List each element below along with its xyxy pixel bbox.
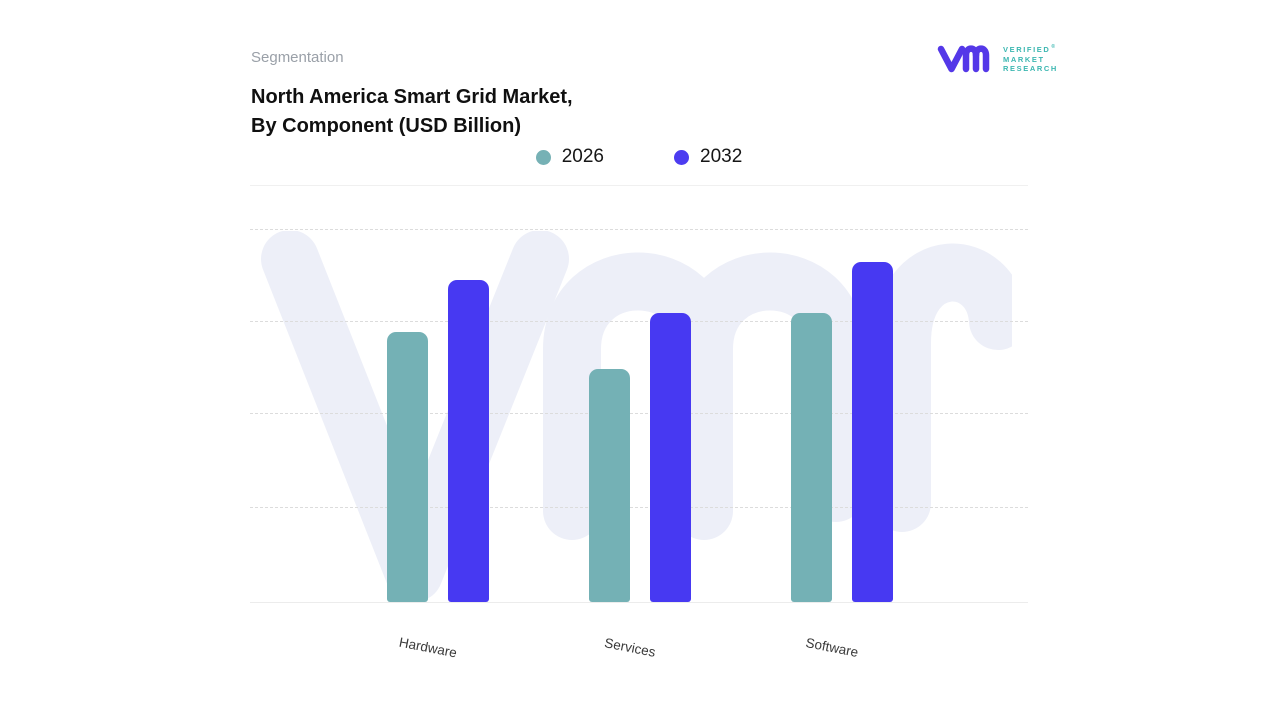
- bar-software-2032: [852, 262, 893, 602]
- logo-word-research: RESEARCH: [1003, 64, 1058, 74]
- chart-title: North America Smart Grid Market, By Comp…: [251, 83, 573, 141]
- logo-wordmark: VERIFIED® MARKET RESEARCH: [1003, 43, 1058, 74]
- chart-title-line2: By Component (USD Billion): [251, 115, 521, 137]
- gridline-3: [250, 321, 1028, 322]
- vmr-logo: VERIFIED® MARKET RESEARCH: [936, 39, 1066, 79]
- gridline-4: [250, 229, 1028, 230]
- x-label-hardware: Hardware: [397, 634, 459, 661]
- legend-item-2032[interactable]: 2032: [674, 146, 742, 168]
- chart-legend: 2026 2032: [250, 146, 1028, 168]
- segmentation-label: Segmentation: [251, 49, 344, 66]
- chart-title-line1: North America Smart Grid Market,: [251, 86, 573, 108]
- bar-software-2026: [791, 313, 832, 602]
- legend-item-2026[interactable]: 2026: [535, 146, 604, 168]
- x-label-services: Services: [603, 635, 657, 660]
- logo-word-market: MARKET: [1003, 54, 1045, 64]
- bar-services-2032: [650, 313, 691, 602]
- gridline-2: [250, 413, 1028, 414]
- bar-hardware-2026: [387, 332, 428, 602]
- vmr-watermark-icon: [261, 231, 1012, 601]
- header-separator: [250, 185, 1028, 186]
- legend-dot-2032: [674, 149, 689, 165]
- registered-mark: ®: [1051, 44, 1056, 50]
- bar-hardware-2032: [448, 280, 489, 602]
- plot-area: [250, 229, 1028, 603]
- bar-services-2026: [589, 369, 630, 602]
- legend-label-2026: 2026: [561, 146, 604, 167]
- legend-dot-2026: [535, 149, 551, 165]
- logo-word-verified: VERIFIED: [1003, 45, 1051, 54]
- x-label-software: Software: [804, 635, 860, 660]
- x-axis-labels: Hardware Services Software: [250, 632, 1028, 682]
- gridline-1: [250, 507, 1028, 508]
- vmr-monogram-icon: [937, 45, 990, 73]
- legend-label-2032: 2032: [700, 146, 743, 167]
